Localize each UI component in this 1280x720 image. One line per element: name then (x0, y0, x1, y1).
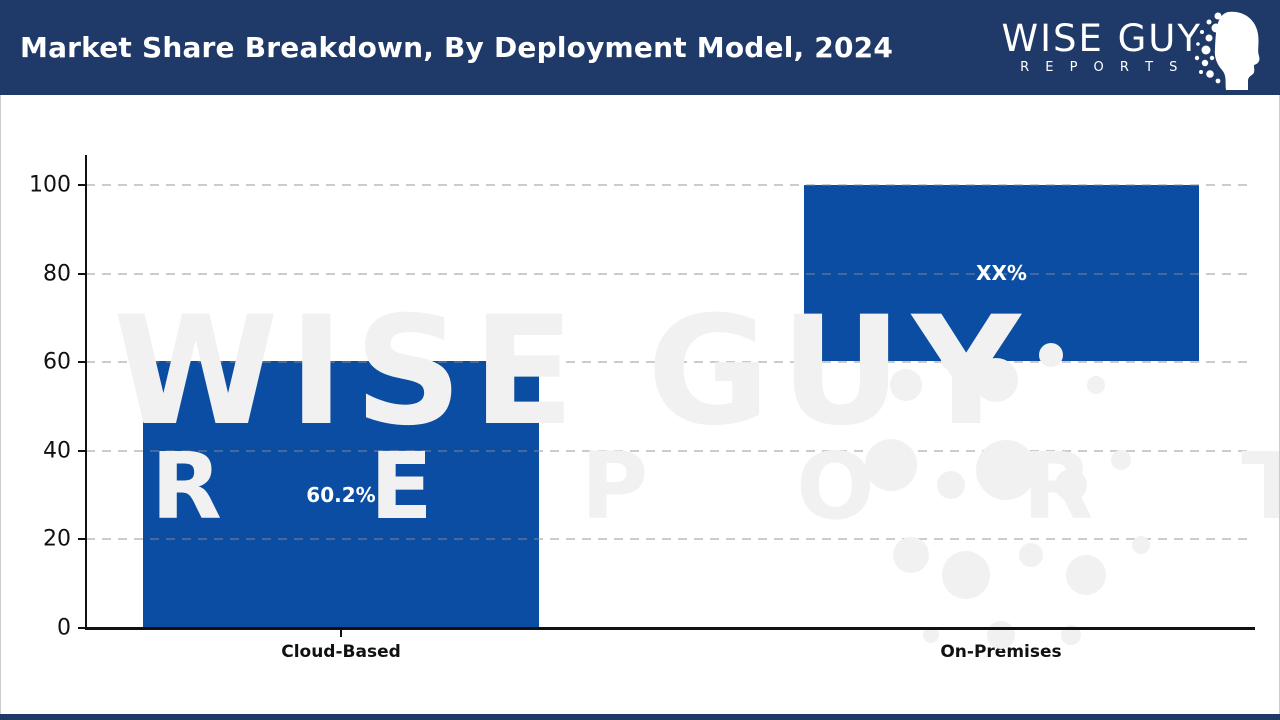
x-axis-line (85, 627, 1255, 630)
y-tick-mark-80 (78, 272, 85, 275)
footer-bar (0, 714, 1280, 720)
gridline-20 (86, 538, 1254, 541)
y-tick-label-0: 0 (57, 615, 71, 641)
chart-area: WISE GUY R E P O R T S 0 20 40 60 80 100 60.2… (0, 95, 1280, 714)
y-tick-mark-40 (78, 449, 85, 452)
gridline-80 (86, 272, 1254, 275)
watermark-reports: R E P O R T S (151, 433, 1279, 540)
header-bar: Market Share Breakdown, By Deployment Mo… (0, 0, 1280, 95)
plot-area: 60.2% Cloud-Based XX% On-Premises (86, 184, 1254, 662)
bar-cloud-based (143, 361, 539, 628)
logo-subtext: R E P O R T S (1020, 60, 1184, 76)
chart-title: Market Share Breakdown, By Deployment Mo… (20, 31, 894, 64)
gridline-100 (86, 184, 1254, 186)
watermark-wordmark: WISE GUY (113, 285, 1031, 459)
y-tick-mark-60 (78, 361, 85, 364)
y-tick-label-80: 80 (43, 261, 71, 287)
y-tick-mark-0 (78, 627, 85, 629)
watermark-face-dots (865, 343, 1150, 649)
bar-on-premises (804, 185, 1199, 362)
x-category-label-cloud-based: Cloud-Based (281, 642, 401, 662)
x-tick-mark-cloud-based (340, 628, 342, 637)
bar-value-label-cloud-based: 60.2% (306, 482, 376, 507)
gridline-40 (86, 449, 1254, 452)
y-tick-label-60: 60 (43, 349, 71, 375)
y-axis-labels: 0 20 40 60 80 100 (1, 173, 85, 641)
y-tick-label-100: 100 (29, 172, 71, 198)
bar-value-label-on-premises: XX% (976, 261, 1027, 286)
x-category-label-on-premises: On-Premises (940, 642, 1062, 662)
y-tick-mark-20 (78, 538, 85, 541)
gridline-60 (86, 361, 1254, 364)
logo-face-icon (1194, 11, 1260, 90)
logo-text: WISE GUY R E P O R T S (1001, 16, 1202, 76)
logo-wordmark: WISE GUY (1001, 16, 1202, 60)
y-tick-label-20: 20 (43, 526, 71, 552)
y-axis-line (85, 155, 87, 630)
wise-guy-logo: WISE GUY R E P O R T S (1002, 6, 1280, 90)
y-tick-label-40: 40 (43, 438, 71, 464)
y-tick-mark-100 (78, 184, 85, 186)
